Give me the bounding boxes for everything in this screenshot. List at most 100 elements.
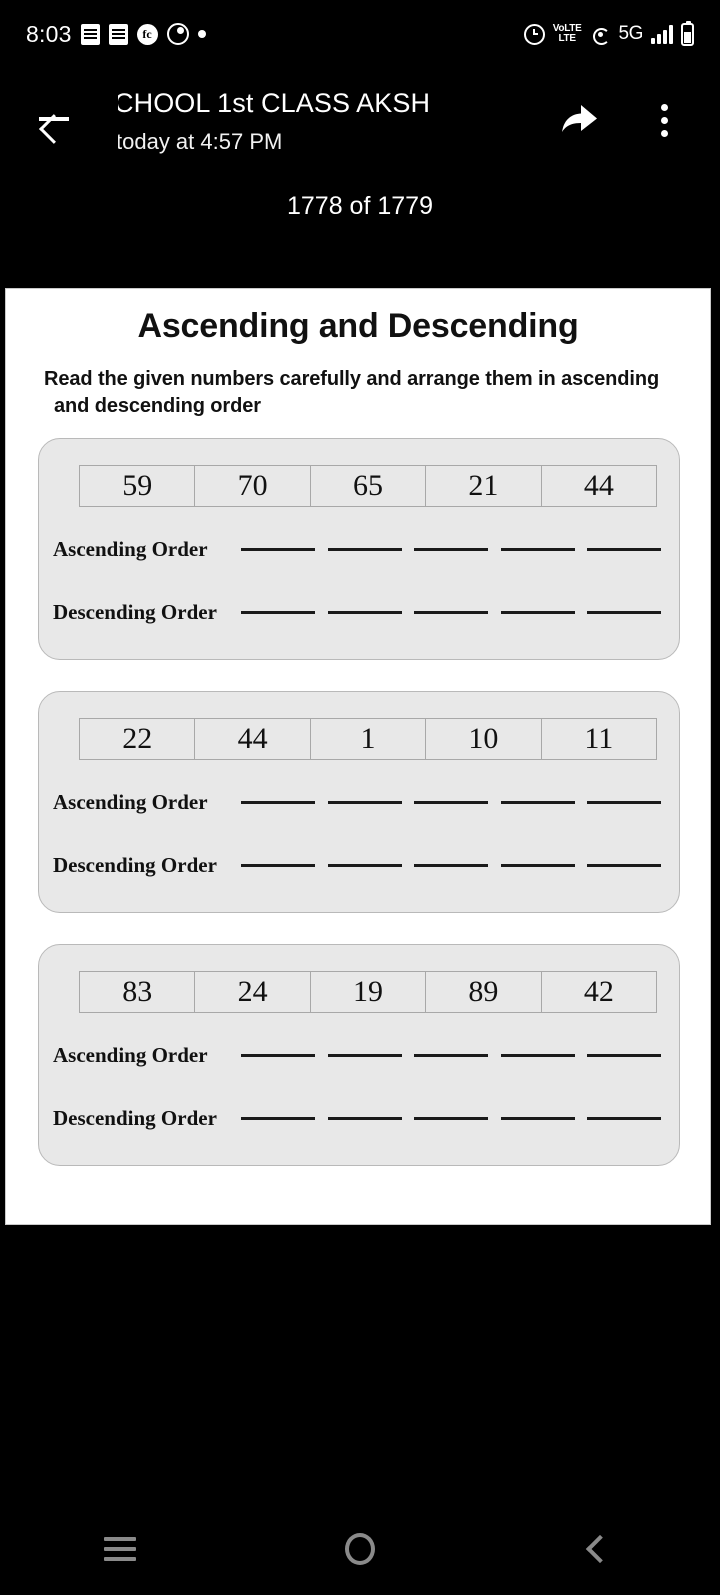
note-icon-2 <box>108 23 128 45</box>
home-button[interactable] <box>300 1514 420 1584</box>
answer-blank <box>414 611 488 614</box>
answer-blank <box>500 1054 575 1057</box>
recents-icon <box>104 1537 136 1561</box>
fc-badge-icon: fc <box>136 23 158 45</box>
answer-blank <box>500 801 575 804</box>
answer-blank <box>587 801 661 804</box>
descending-row: Descending Order <box>53 1106 661 1131</box>
answer-blank <box>327 548 402 551</box>
answer-blank <box>587 1117 661 1120</box>
answer-blank <box>241 801 315 804</box>
page-counter: 1778 of 1779 <box>287 192 433 220</box>
number-cell: 59 <box>80 466 196 506</box>
status-bar-right: VoLTE LTE 5G <box>523 20 694 46</box>
ascending-blanks <box>241 1054 661 1057</box>
baby-icon <box>166 23 189 45</box>
number-cell: 22 <box>80 719 196 759</box>
answer-blank <box>241 548 315 551</box>
exercise-list: 59 70 65 21 44 Ascending Order <box>6 438 710 1166</box>
answer-blank <box>327 611 402 614</box>
volte-top-label: VoLTE <box>552 23 582 34</box>
answer-blank <box>587 548 661 551</box>
hotspot-icon <box>589 24 611 45</box>
number-cell: 44 <box>583 469 614 502</box>
answer-blank <box>414 864 488 867</box>
answer-blank <box>414 1054 488 1057</box>
number-cell: 19 <box>311 972 427 1012</box>
descending-label: Descending Order <box>53 1106 217 1130</box>
overflow-menu-icon <box>660 103 668 111</box>
instruction-line-1: Read the given numbers carefully and arr… <box>44 368 660 390</box>
answer-blank <box>327 864 402 867</box>
descending-label: Descending Order <box>53 853 217 877</box>
back-chevron-icon <box>585 1534 615 1564</box>
number-cell: 1 <box>311 719 427 759</box>
number-cell: 65 <box>311 466 427 506</box>
answer-blank <box>241 611 315 614</box>
exercise-card: 22 44 1 10 11 Ascending Order <box>38 691 680 913</box>
signal-bars-icon <box>651 24 673 44</box>
back-button[interactable] <box>24 88 84 148</box>
number-cell: 10 <box>426 719 542 759</box>
answer-blank <box>327 1054 402 1057</box>
ascending-blanks <box>241 801 661 804</box>
worksheet-instruction: Read the given numbers carefully and arr… <box>44 366 674 420</box>
descending-blanks <box>241 611 661 614</box>
answer-blank <box>327 1117 402 1120</box>
number-cell: 42 <box>583 975 614 1008</box>
ascending-label: Ascending Order <box>53 1043 208 1067</box>
answer-blank <box>414 548 488 551</box>
status-bar-left: 8:03 fc <box>26 21 206 48</box>
volte-bottom-label: LTE <box>558 33 576 44</box>
status-bar: 8:03 fc VoLTE LTE 5G <box>0 0 720 68</box>
alarm-icon <box>523 23 545 45</box>
system-back-button[interactable] <box>540 1514 660 1584</box>
ascending-label: Ascending Order <box>53 537 208 561</box>
recents-button[interactable] <box>60 1514 180 1584</box>
share-button[interactable] <box>546 90 612 150</box>
number-row: 22 44 1 10 11 <box>79 718 657 760</box>
volte-icon: VoLTE LTE <box>553 24 582 44</box>
ascending-row: Ascending Order <box>53 790 661 815</box>
overflow-menu-button[interactable] <box>636 90 692 150</box>
number-cell: 11 <box>584 722 614 755</box>
number-cell: 24 <box>195 972 311 1012</box>
network-type-label: 5G <box>618 23 643 44</box>
number-row: 83 24 19 89 42 <box>79 971 657 1013</box>
answer-blank <box>414 1117 488 1120</box>
answer-blank <box>241 1117 315 1120</box>
number-row: 59 70 65 21 44 <box>79 465 657 507</box>
ascending-row: Ascending Order <box>53 1043 661 1068</box>
ascending-blanks <box>241 548 661 551</box>
descending-blanks <box>241 1117 661 1120</box>
number-cell: 44 <box>195 719 311 759</box>
descending-row: Descending Order <box>53 853 661 878</box>
answer-blank <box>587 611 661 614</box>
answer-blank <box>500 1117 575 1120</box>
number-cell: 83 <box>80 972 196 1012</box>
exercise-card: 83 24 19 89 42 Ascending Order <box>38 944 680 1166</box>
answer-blank <box>414 801 488 804</box>
exercise-card: 59 70 65 21 44 Ascending Order <box>38 438 680 660</box>
status-bar-clock: 8:03 <box>26 20 72 47</box>
number-cell: 70 <box>195 466 311 506</box>
descending-label: Descending Order <box>53 600 217 624</box>
answer-blank <box>500 548 575 551</box>
answer-blank <box>241 1054 315 1057</box>
document-sheet[interactable]: Ascending and Descending Read the given … <box>5 288 711 1225</box>
ascending-label: Ascending Order <box>53 790 208 814</box>
descending-row: Descending Order <box>53 600 661 625</box>
home-icon <box>345 1533 375 1565</box>
conversation-timestamp: today at 4:57 PM <box>118 129 283 154</box>
answer-blank <box>587 864 661 867</box>
arrow-left-icon <box>37 101 71 135</box>
number-cell: 89 <box>426 972 542 1012</box>
answer-blank <box>500 611 575 614</box>
note-icon <box>80 23 100 45</box>
system-nav-bar <box>0 1503 720 1595</box>
answer-blank <box>327 801 402 804</box>
dot-icon <box>197 30 206 38</box>
conversation-title: CHOOL 1st CLASS AKSH <box>118 88 431 118</box>
worksheet-title: Ascending and Descending <box>137 307 579 345</box>
